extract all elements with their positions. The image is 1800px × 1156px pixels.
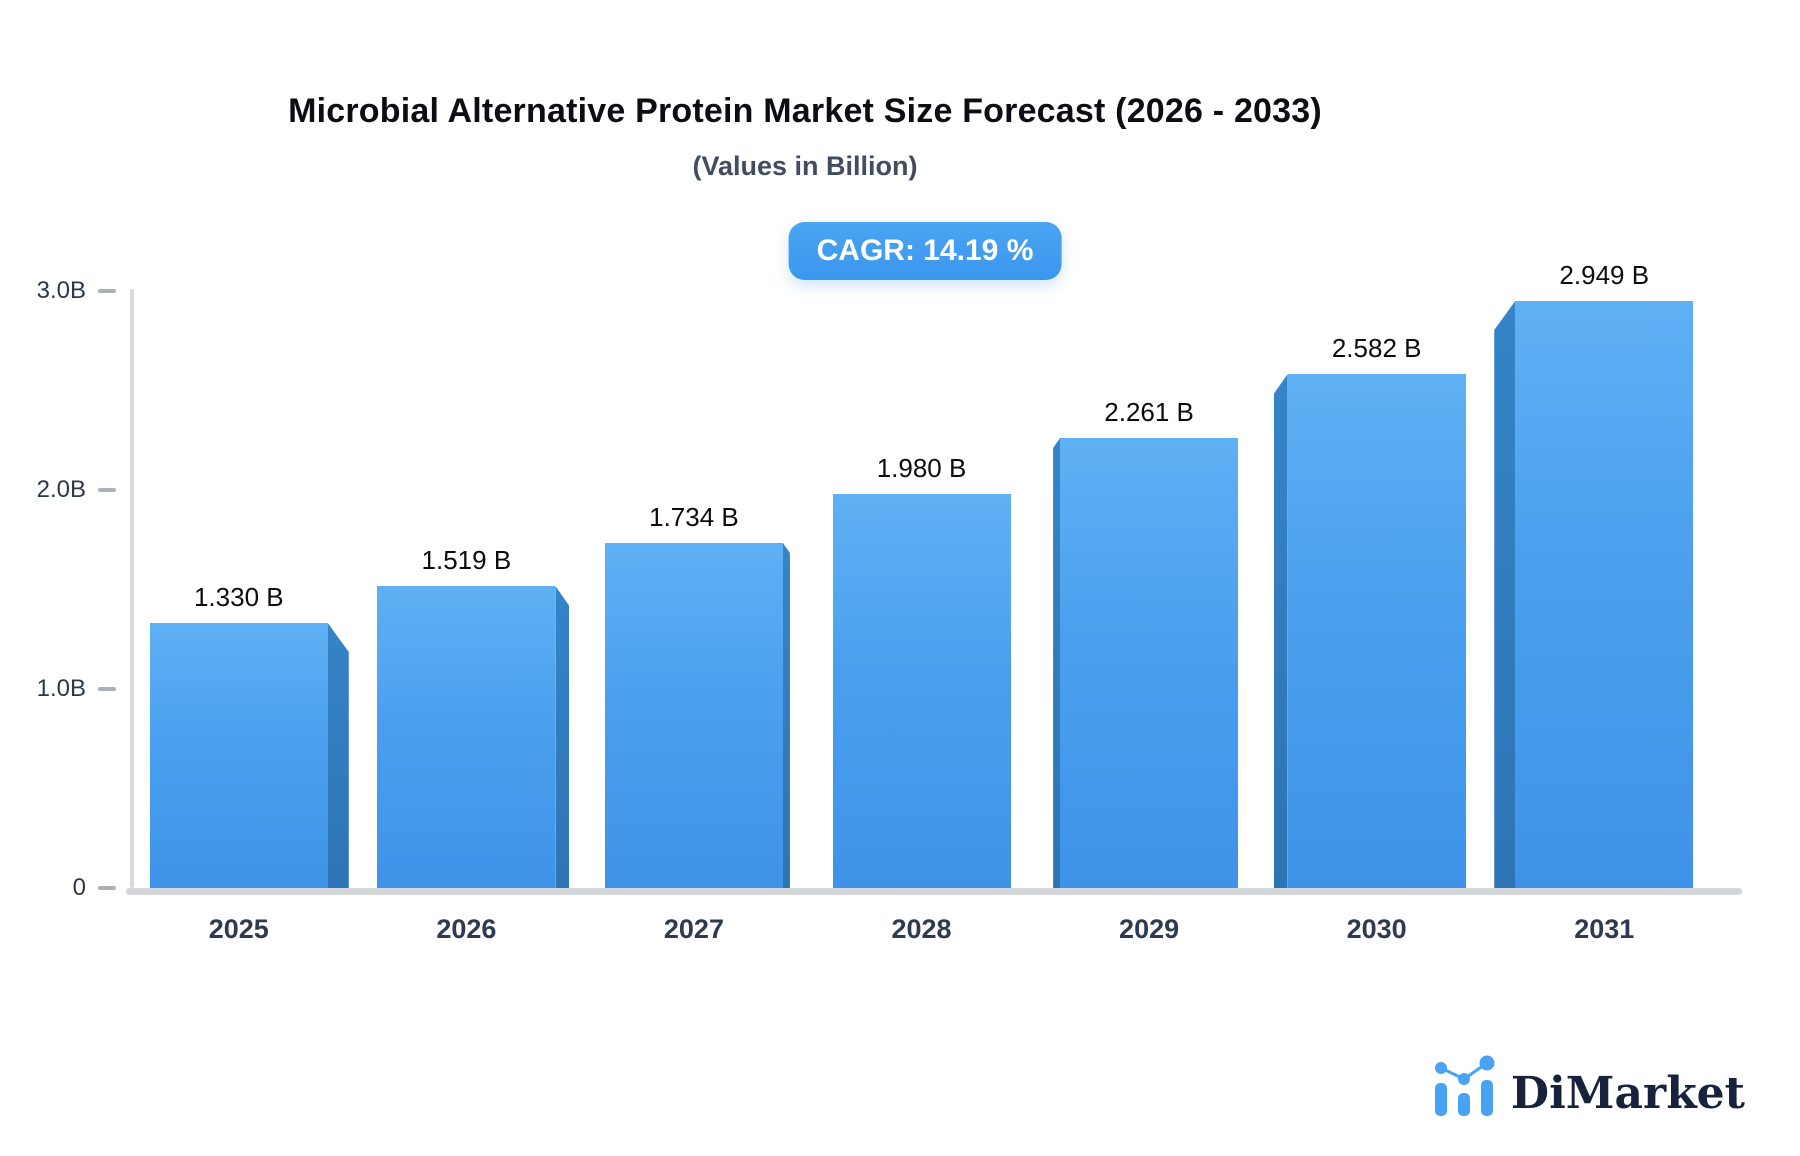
x-axis-label-2028: 2028 (891, 914, 952, 944)
bar-face (149, 623, 328, 888)
x-axis-label-2025: 2025 (208, 914, 269, 944)
brand-logo-text: DiMarket (1510, 1068, 1745, 1119)
x-axis-label-2026: 2026 (436, 914, 497, 944)
y-tick-label: 1.0B (36, 675, 86, 703)
chart-title: Microbial Alternative Protein Market Siz… (288, 92, 1322, 130)
bar-2030: 2.582 B (1273, 333, 1466, 888)
bar-value-label: 1.734 B (649, 502, 739, 532)
y-axis-line (130, 289, 134, 888)
bar-value-label: 1.980 B (876, 453, 967, 483)
y-tick-mark (98, 886, 116, 890)
bar-3d-side (1053, 438, 1061, 888)
bar-value-label: 2.582 B (1331, 333, 1422, 363)
bar-2026: 1.519 B (377, 545, 570, 888)
bar-slot-2031: 2.949 B 2031 (1490, 260, 1718, 944)
bar-3d-side (782, 543, 790, 888)
bar-slot-2025: 1.330 B 2025 (125, 291, 353, 944)
y-tick-mark (98, 487, 116, 492)
x-axis-label-2029: 2029 (1119, 914, 1180, 944)
bar-slot-2026: 1.519 B 2026 (353, 291, 581, 944)
brand-logo: DiMarket (1433, 1054, 1745, 1116)
bar-slot-2029: 2.261 B 2029 (1035, 291, 1263, 944)
bar-face (1287, 374, 1466, 888)
bar-face (377, 586, 556, 888)
y-tick-label: 0 (72, 874, 86, 901)
bar-2025: 1.330 B (149, 582, 349, 888)
bar-2029: 2.261 B (1053, 397, 1239, 888)
bar-2031: 2.949 B (1494, 260, 1694, 888)
bar-3d-side (1273, 374, 1288, 888)
bar-3d-side (555, 586, 570, 888)
bar-face (1060, 438, 1239, 888)
x-axis-label-2027: 2027 (663, 914, 724, 944)
bar-slot-2028: 1.980 B 2028 (808, 291, 1036, 944)
bar-chart-logo-icon (1434, 1055, 1495, 1116)
bar-face (604, 543, 783, 888)
bar-value-label: 2.949 B (1559, 260, 1650, 290)
x-axis-label-2030: 2030 (1346, 914, 1407, 944)
plot-area: 3.0B 2.0B 1.0B 0 1.330 B 2025 1.519 B 2026 1.73… (37, 260, 1750, 944)
y-tick-label: 3.0B (36, 277, 86, 304)
x-axis-baseline (126, 888, 1742, 895)
y-tick-label: 2.0B (36, 475, 86, 503)
bar-value-label: 1.519 B (421, 545, 512, 575)
y-tick-mark (98, 687, 116, 692)
cagr-badge: CAGR: 14.19 % (788, 222, 1062, 280)
x-axis-label-2031: 2031 (1574, 914, 1635, 944)
bar-value-label: 2.261 B (1104, 397, 1194, 427)
bar-face (832, 494, 1011, 888)
bar-3d-side (1494, 301, 1516, 888)
chart-subtitle: (Values in Billion) (692, 151, 918, 181)
bar-2027: 1.734 B (604, 502, 790, 888)
y-tick-mark (98, 289, 116, 293)
bar-value-label: 1.330 B (193, 582, 284, 612)
heading-block: Microbial Alternative Protein Market Siz… (0, 92, 1705, 182)
bar-slot-2030: 2.582 B 2030 (1263, 291, 1491, 944)
bar-3d-side (327, 623, 349, 888)
bars-group: 1.330 B 2025 1.519 B 2026 1.734 B 2027 1.980 B… (125, 260, 1718, 944)
bar-2028: 1.980 B (832, 453, 1011, 888)
bar-face (1515, 301, 1694, 888)
bar-slot-2027: 1.734 B 2027 (580, 291, 808, 944)
